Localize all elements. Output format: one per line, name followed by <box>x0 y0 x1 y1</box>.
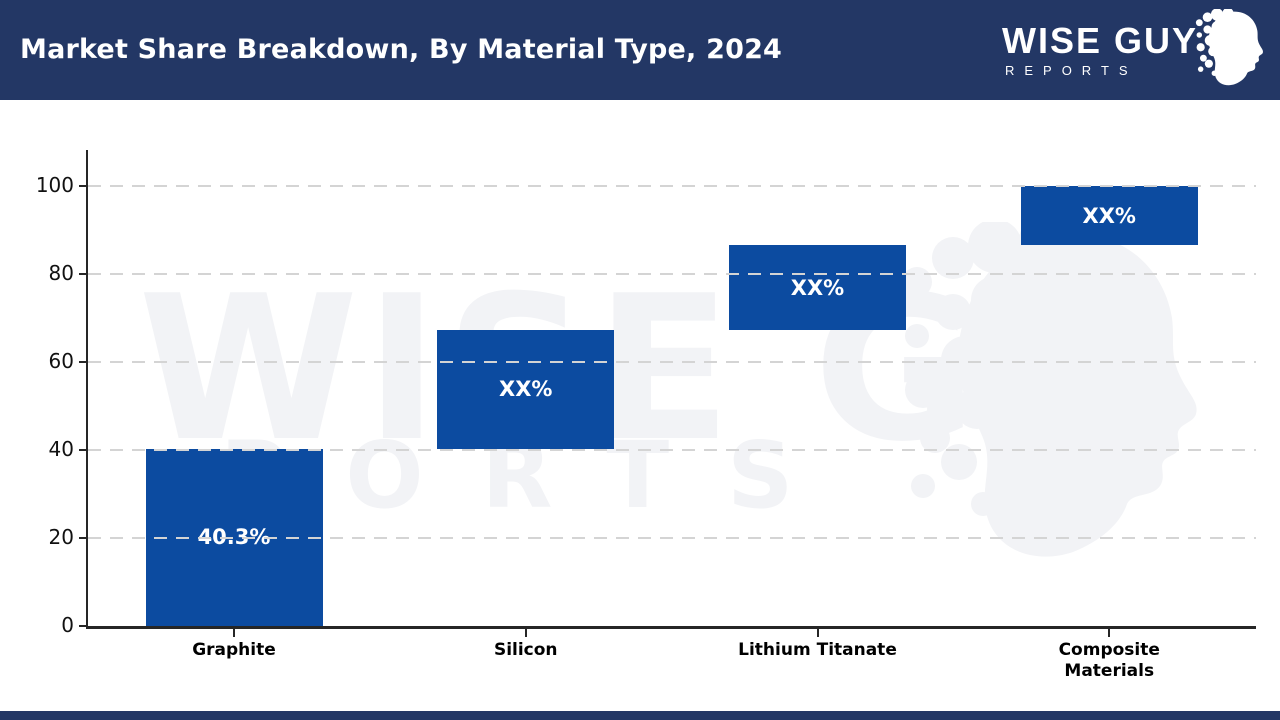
y-tick-label-100: 100 <box>35 173 74 197</box>
brand-name: WISE GUY <box>1001 19 1198 61</box>
category-label-graphite: Graphite <box>192 640 276 660</box>
y-tick-label-20: 20 <box>48 525 74 549</box>
category-label-lithium-titanate: Lithium Titanate <box>738 640 897 660</box>
brand-subname: REPORTS <box>1004 62 1138 78</box>
page-title: Market Share Breakdown, By Material Type… <box>20 34 783 65</box>
bar-value-label: XX% <box>499 377 553 402</box>
brand-logo: WISE GUY REPORTS <box>1002 8 1264 92</box>
gridline-60 <box>88 361 1256 363</box>
y-tick-60 <box>79 361 87 363</box>
bar-composite-materials: XX% <box>1020 186 1198 246</box>
y-tick-40 <box>79 449 87 451</box>
brand-logo-text: WISE GUY REPORTS <box>1001 19 1198 78</box>
x-tick-1 <box>233 629 235 637</box>
footer-bar <box>0 711 1280 720</box>
gridline-80 <box>88 273 1256 275</box>
y-tick-80 <box>79 273 87 275</box>
x-axis-spine <box>86 626 1256 629</box>
y-tick-0 <box>79 625 87 627</box>
category-label-silicon: Silicon <box>493 640 558 660</box>
brand-face-icon <box>1195 9 1263 86</box>
category-label-composite-materials: Composite Materials <box>1058 640 1160 682</box>
x-tick-3 <box>816 629 819 637</box>
y-axis-spine <box>86 150 88 628</box>
header-bar: Market Share Breakdown, By Material Type… <box>0 0 1280 100</box>
y-tick-label-0: 0 <box>61 613 74 637</box>
bar-value-label: XX% <box>790 275 845 300</box>
y-tick-100 <box>79 185 87 187</box>
x-tick-2 <box>524 629 527 637</box>
y-tick-20 <box>79 537 87 539</box>
gridline-20 <box>88 537 1256 539</box>
gridline-40 <box>88 449 1256 451</box>
y-tick-label-40: 40 <box>48 437 74 461</box>
bar-silicon: XX% <box>437 330 615 449</box>
bar-lithium-titanate: XX% <box>729 245 906 331</box>
y-tick-label-60: 60 <box>48 349 74 373</box>
gridline-100 <box>88 185 1256 187</box>
y-tick-label-80: 80 <box>48 261 74 285</box>
x-tick-4 <box>1108 629 1111 637</box>
bar-value-label: XX% <box>1082 203 1136 228</box>
